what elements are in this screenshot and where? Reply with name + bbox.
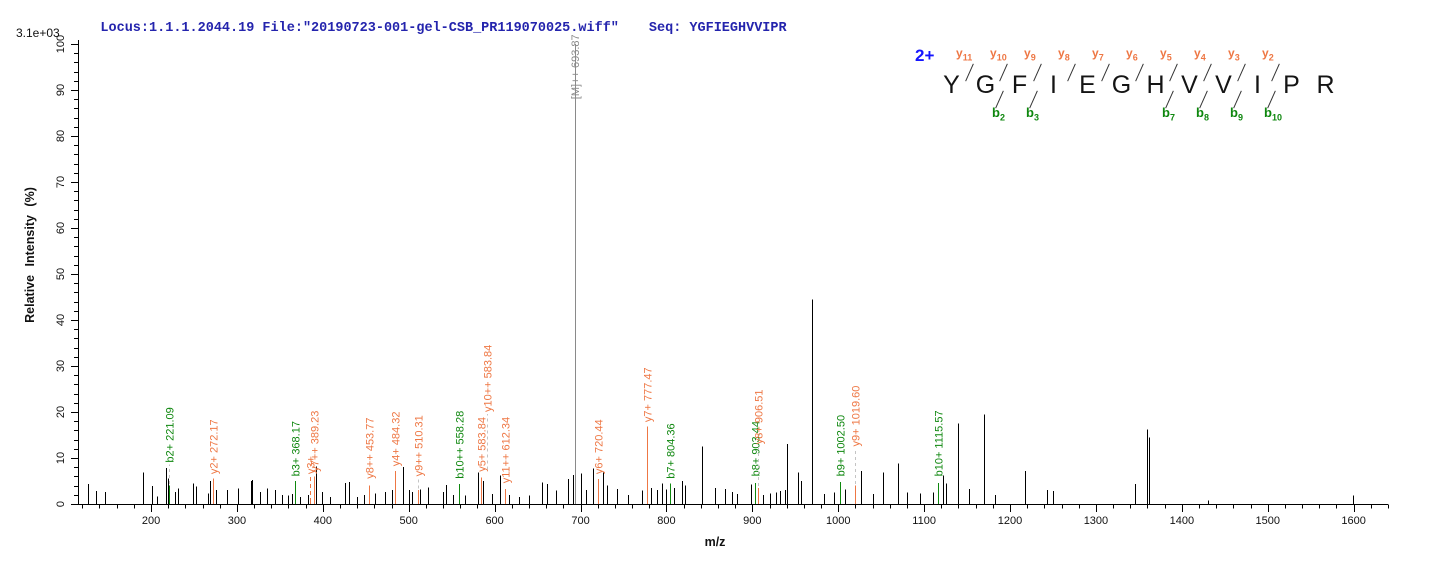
fragmentation-site-10: y2 b10 — [1262, 46, 1282, 123]
locus-file-text: Locus:1.1.1.2044.19 File:"20190723-001-g… — [100, 21, 619, 36]
ion-label-y3+: y3+ — [306, 456, 318, 474]
ion-label-b10++: b10++ 558.28 — [455, 411, 467, 479]
fragmentation-site-4: y8 — [1058, 46, 1076, 102]
ion-label-y6+: y6+ 720.44 — [594, 419, 606, 474]
residue-E-5: E — [1079, 70, 1096, 99]
residue-V-9: V — [1215, 70, 1232, 99]
ion-label-b8+: b8+ 903.44 — [751, 421, 763, 476]
fragmentation-site-11 — [1305, 68, 1312, 102]
b-ion-tag-b9: b9 — [1230, 105, 1243, 123]
intensity-scale-label: 3.1e+03 — [16, 26, 60, 40]
ion-label-y10++: y10++ 583.84 — [483, 345, 495, 412]
ion-label-y7+: y7+ 777.47 — [643, 367, 655, 422]
y-tick-label: 10 — [55, 452, 67, 464]
fragmentation-site-8: y4 b8 — [1194, 46, 1212, 123]
fragmentation-site-3: y9 b3 — [1024, 46, 1042, 123]
ion-label-y8+: y8+ 906.51 — [754, 389, 766, 444]
ion-label-y9+: y9+ 1019.60 — [851, 386, 863, 447]
ion-label-b2+: b2+ 221.09 — [165, 407, 177, 462]
residue-P-11: P — [1283, 70, 1300, 99]
x-tick-label: 300 — [228, 515, 246, 527]
x-tick-label: 900 — [743, 515, 761, 527]
y-tick-label: 40 — [55, 314, 67, 326]
ion-label-b10+: b10+ 1115.57 — [934, 410, 946, 476]
y-tick-label: 30 — [55, 360, 67, 372]
y-ion-tag-y6: y6 — [1126, 46, 1138, 63]
residue-R-12: R — [1316, 70, 1335, 99]
sequence-header-text: Seq: YGFIEGHVVIPR — [648, 21, 787, 36]
x-tick-label: 1600 — [1341, 515, 1365, 527]
fragmentation-site-6: y6 — [1126, 46, 1144, 102]
x-tick-label: 700 — [571, 515, 589, 527]
ion-label-y4+: y4+ 484.32 — [391, 412, 403, 467]
y-ion-tag-y2: y2 — [1262, 46, 1274, 63]
x-tick-label: 1300 — [1084, 515, 1108, 527]
residue-F-3: F — [1011, 70, 1028, 99]
y-tick-label: 90 — [55, 84, 67, 96]
y-tick-label: 60 — [55, 222, 67, 234]
y-ion-tag-y8: y8 — [1058, 46, 1070, 63]
y-ion-tag-y7: y7 — [1092, 46, 1104, 63]
b-ion-tag-b10: b10 — [1264, 105, 1282, 123]
y-ion-tag-y10: y10 — [990, 46, 1007, 63]
fragmentation-site-7: y5 b7 — [1160, 46, 1178, 123]
b-ion-tag-b2: b2 — [992, 105, 1005, 123]
x-tick-label: 500 — [400, 515, 418, 527]
b-ion-tag-b8: b8 — [1196, 105, 1209, 123]
ion-label-y9++: y9++ 510.31 — [414, 415, 426, 476]
residue-Y-1: Y — [943, 70, 960, 99]
residue-H-7: H — [1146, 70, 1165, 99]
y-tick-label: 0 — [55, 501, 67, 507]
residue-I-10: I — [1254, 70, 1261, 99]
y-ion-tag-y5: y5 — [1160, 46, 1172, 63]
header-bar: Locus:1.1.1.2044.19 File:"20190723-001-g… — [68, 6, 787, 51]
ion-label-y2+: y2+ 272.17 — [209, 419, 221, 474]
y-tick-label: 70 — [55, 176, 67, 188]
ion-label-y5+: y5+ 583.84 — [477, 417, 489, 472]
y-ion-tag-y11: y11 — [956, 46, 973, 63]
fragmentation-site-2: y10 b2 — [990, 46, 1008, 123]
x-tick-label: 1500 — [1255, 515, 1279, 527]
x-tick-label: 800 — [657, 515, 675, 527]
fragmentation-site-9: y3 b9 — [1228, 46, 1246, 123]
ion-label-y7++: y7++ 389.23 — [310, 411, 322, 472]
y-ion-tag-y9: y9 — [1024, 46, 1036, 63]
x-tick-label: 1200 — [998, 515, 1022, 527]
x-tick-label: 1400 — [1170, 515, 1194, 527]
y-tick-label: 50 — [55, 268, 67, 280]
ion-label-b7+: b7+ 804.36 — [666, 423, 678, 478]
ion-label-b9+: b9+ 1002.50 — [836, 415, 848, 476]
residue-I-4: I — [1050, 70, 1057, 99]
y-ion-tag-y4: y4 — [1194, 46, 1206, 63]
residue-V-8: V — [1181, 70, 1198, 99]
y-tick-label: 80 — [55, 130, 67, 142]
fragmentation-site-1: y11 — [956, 46, 974, 102]
residue-G-6: G — [1111, 70, 1132, 99]
x-tick-label: 600 — [485, 515, 503, 527]
b-ion-tag-b7: b7 — [1162, 105, 1175, 123]
ion-label-b3+: b3+ 368.17 — [291, 421, 303, 476]
ion-label-y11++: y11++ 612.34 — [501, 417, 513, 483]
y-tick-label: 20 — [55, 406, 67, 418]
fragmentation-site-5: y7 — [1092, 46, 1110, 102]
precursor-charge-label: 2+ — [915, 46, 935, 65]
y-tick-label: 100 — [55, 35, 67, 53]
b-ion-tag-b3: b3 — [1026, 105, 1039, 123]
y-ion-tag-y3: y3 — [1228, 46, 1240, 63]
ion-label-y8++: y8++ 453.77 — [365, 418, 377, 479]
x-tick-label: 400 — [314, 515, 332, 527]
x-tick-label: 200 — [142, 515, 160, 527]
residue-G-2: G — [975, 70, 996, 99]
precursor-label: [M]++ 693.87 — [570, 34, 582, 99]
x-tick-label: 1100 — [912, 515, 936, 527]
x-tick-label: 1000 — [826, 515, 850, 527]
x-axis-title: m/z — [704, 535, 726, 549]
